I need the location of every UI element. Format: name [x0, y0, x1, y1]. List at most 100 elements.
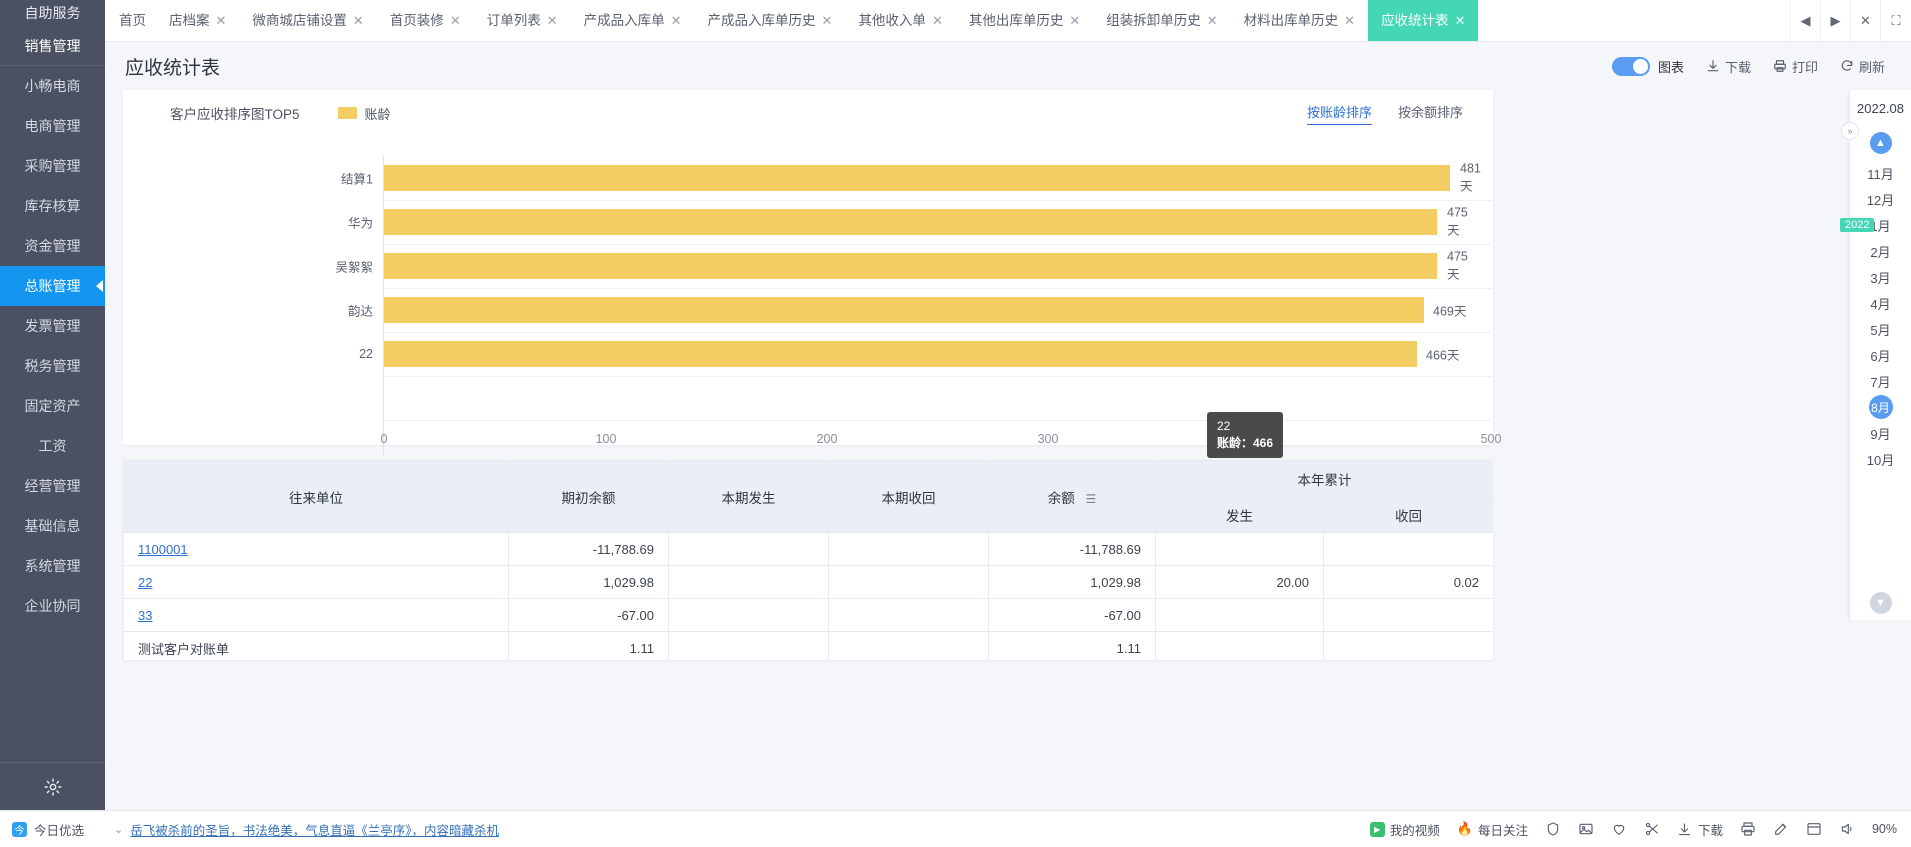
- cell-unit[interactable]: 33: [123, 598, 509, 632]
- news-ticker[interactable]: ⌄ 岳飞被杀前的圣旨，书法绝美，气息直逼《兰亭序》，内容暗藏杀机: [114, 820, 499, 839]
- col-balance[interactable]: 余额 ☰: [988, 460, 1156, 533]
- table-row[interactable]: 测试客户对账单 1.11 1.11: [123, 631, 1493, 660]
- edit-icon[interactable]: [1773, 821, 1789, 837]
- period-value[interactable]: 2022.08: [1857, 100, 1904, 116]
- close-icon[interactable]: ✕: [931, 13, 943, 28]
- fullscreen-icon[interactable]: ⛶: [1891, 12, 1901, 28]
- col-unit[interactable]: 往来单位: [123, 460, 509, 533]
- month-item-5[interactable]: 5月: [1850, 316, 1911, 342]
- volume-icon[interactable]: [1839, 821, 1855, 837]
- news-headline[interactable]: 岳飞被杀前的圣旨，书法绝美，气息直逼《兰亭序》，内容暗藏杀机: [130, 823, 499, 838]
- unit-link[interactable]: 1100001: [138, 541, 188, 557]
- bar[interactable]: [384, 297, 1424, 323]
- table-row[interactable]: 1100001 -11,788.69 -11,788.69: [123, 532, 1493, 566]
- scroll-down-icon[interactable]: ▼: [1869, 592, 1892, 614]
- bar[interactable]: [384, 165, 1450, 191]
- month-item-7[interactable]: 7月: [1850, 368, 1911, 394]
- month-item-12[interactable]: 12月: [1850, 186, 1911, 212]
- sidebar-item-system[interactable]: 系统管理: [0, 546, 105, 586]
- close-icon[interactable]: ✕: [1069, 13, 1081, 28]
- sidebar-item-basic-info[interactable]: 基础信息: [0, 506, 105, 546]
- month-item-9[interactable]: 9月: [1850, 420, 1911, 446]
- month-item-11[interactable]: 11月: [1850, 160, 1911, 186]
- close-icon[interactable]: ✕: [821, 13, 833, 28]
- chart-legend[interactable]: 账龄: [337, 104, 391, 123]
- sidebar-item-xiaochang[interactable]: 小畅电商: [0, 66, 105, 106]
- tab-other-income[interactable]: 其他收入单 ✕: [845, 0, 955, 41]
- bar[interactable]: [384, 253, 1437, 279]
- table-row[interactable]: 33 -67.00 -67.00: [123, 598, 1493, 632]
- sort-by-aging[interactable]: 按账龄排序: [1306, 102, 1372, 125]
- unit-link[interactable]: 22: [138, 574, 153, 590]
- tab-other-outbound-history[interactable]: 其他出库单历史 ✕: [956, 0, 1093, 41]
- today-selection-group[interactable]: 今 今日优选: [12, 820, 84, 839]
- month-item-4[interactable]: 4月: [1850, 290, 1911, 316]
- tab-order-list[interactable]: 订单列表 ✕: [474, 0, 571, 41]
- sidebar-item-operations[interactable]: 经营管理: [0, 466, 105, 506]
- sidebar-item-funds[interactable]: 资金管理: [0, 226, 105, 266]
- gear-icon[interactable]: [43, 777, 63, 797]
- col-period-occurred[interactable]: 本期发生: [668, 460, 829, 533]
- close-icon[interactable]: ✕: [1206, 13, 1218, 28]
- sidebar-item-ledger[interactable]: 总账管理: [0, 266, 105, 306]
- tab-finished-goods-receipt[interactable]: 产成品入库单 ✕: [571, 0, 695, 41]
- sidebar-item-fixed-assets[interactable]: 固定资产: [0, 386, 105, 426]
- sort-icon[interactable]: ☰: [1085, 491, 1097, 506]
- collapse-icon[interactable]: »: [1841, 122, 1859, 140]
- unit-link[interactable]: 33: [138, 607, 153, 623]
- image-icon[interactable]: [1578, 821, 1594, 837]
- download-button[interactable]: 下载: [1706, 57, 1751, 76]
- scroll-right-icon[interactable]: ▶: [1821, 0, 1851, 42]
- tab-receivables-report[interactable]: 应收统计表 ✕: [1368, 0, 1479, 41]
- sidebar-item-invoice[interactable]: 发票管理: [0, 306, 105, 346]
- cell-unit[interactable]: 1100001: [123, 532, 509, 566]
- my-videos-button[interactable]: ▶ 我的视频: [1369, 820, 1440, 839]
- table-row[interactable]: 22 1,029.98 1,029.98 20.00 0.02: [123, 565, 1493, 599]
- sidebar-item-salary[interactable]: 工资: [0, 426, 105, 466]
- chevron-down-icon[interactable]: ⌄: [114, 823, 124, 836]
- close-icon[interactable]: ✕: [215, 13, 227, 28]
- close-icon[interactable]: ✕: [449, 13, 461, 28]
- bar[interactable]: [384, 209, 1437, 235]
- sidebar-item-purchase[interactable]: 采购管理: [0, 146, 105, 186]
- close-icon[interactable]: ✕: [546, 13, 558, 28]
- tab-home[interactable]: 首页: [105, 0, 156, 41]
- sidebar-header[interactable]: 销售管理: [0, 26, 105, 66]
- refresh-button[interactable]: 刷新: [1840, 57, 1885, 76]
- close-icon[interactable]: ✕: [1344, 13, 1356, 28]
- tab-material-outbound-history[interactable]: 材料出库单历史 ✕: [1231, 0, 1368, 41]
- chart-toggle-group[interactable]: 图表: [1611, 56, 1684, 76]
- printer-icon[interactable]: [1740, 821, 1756, 837]
- daily-follow-button[interactable]: 🔥 每日关注: [1457, 820, 1528, 839]
- print-button[interactable]: 打印: [1773, 57, 1818, 76]
- tab-homepage-decoration[interactable]: 首页装修 ✕: [377, 0, 474, 41]
- chart-toggle[interactable]: [1611, 56, 1650, 76]
- tab-store-archive[interactable]: 店档案 ✕: [156, 0, 239, 41]
- close-icon[interactable]: ✕: [670, 13, 682, 28]
- shield-icon[interactable]: [1545, 821, 1561, 837]
- heart-icon[interactable]: [1611, 821, 1627, 837]
- close-icon[interactable]: ✕: [352, 13, 364, 28]
- scissors-icon[interactable]: [1644, 821, 1660, 837]
- close-icon[interactable]: ✕: [1454, 13, 1466, 28]
- tab-finished-goods-receipt-history[interactable]: 产成品入库单历史 ✕: [695, 0, 846, 41]
- sidebar-item-inventory[interactable]: 库存核算: [0, 186, 105, 226]
- zoom-level-indicator[interactable]: 90%: [1872, 822, 1897, 836]
- window-icon[interactable]: [1806, 821, 1822, 837]
- col-opening-balance[interactable]: 期初余额: [508, 460, 669, 533]
- taskbar-download-button[interactable]: 下载: [1677, 820, 1723, 839]
- bar[interactable]: [384, 341, 1417, 367]
- month-item-1[interactable]: 2022 1月: [1840, 212, 1911, 238]
- sort-by-balance[interactable]: 按余额排序: [1397, 104, 1463, 120]
- close-all-icon[interactable]: ✕: [1851, 0, 1881, 42]
- month-item-3[interactable]: 3月: [1850, 264, 1911, 290]
- month-item-6[interactable]: 6月: [1850, 342, 1911, 368]
- scroll-up-icon[interactable]: ▲: [1869, 132, 1892, 154]
- month-item-2[interactable]: 2月: [1850, 238, 1911, 264]
- col-ytd-recovered[interactable]: 收回: [1323, 496, 1493, 533]
- col-ytd-occurred[interactable]: 发生: [1155, 496, 1324, 533]
- tab-weimall-settings[interactable]: 微商城店铺设置 ✕: [239, 0, 376, 41]
- sidebar-item-ecommerce[interactable]: 电商管理: [0, 106, 105, 146]
- tab-assembly-disassembly-history[interactable]: 组装拆卸单历史 ✕: [1093, 0, 1230, 41]
- col-period-recovered[interactable]: 本期收回: [828, 460, 989, 533]
